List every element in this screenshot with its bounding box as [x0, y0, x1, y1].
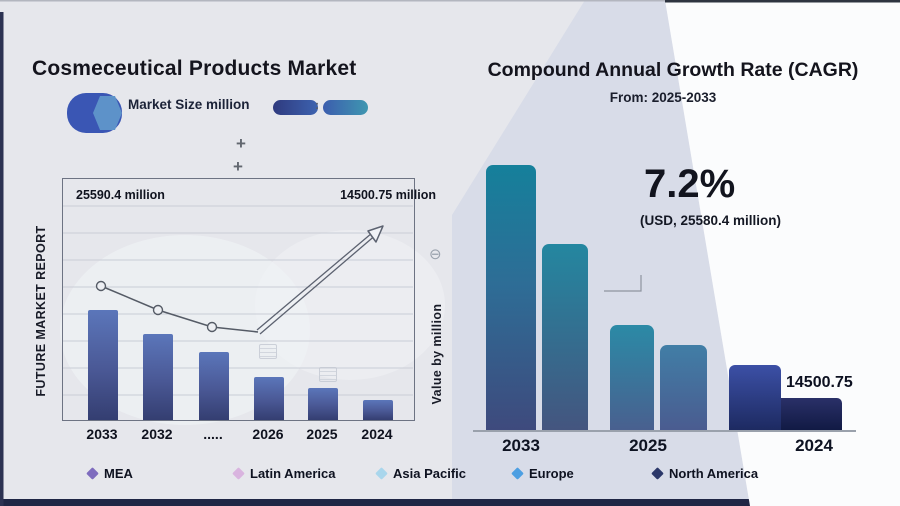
minus-circle-icon: ⊖ [429, 246, 442, 263]
x-label: 2026 [252, 426, 284, 442]
cagr-bar-2024-b [781, 398, 842, 430]
series-label: Market Size million [128, 97, 250, 112]
start-value-label: 25590.4 million [76, 188, 165, 202]
gradient-pill-right [323, 100, 368, 115]
plus-icon: + [236, 134, 246, 153]
legend-label-europe: Europe [529, 466, 574, 481]
x-label: 2033 [502, 436, 540, 455]
gradient-pill-left [273, 100, 318, 115]
right-chart-title: Compound Annual Growth Rate (CAGR) [487, 59, 859, 81]
bar-mid [199, 352, 229, 420]
cagr-bar-2033-a [486, 165, 536, 430]
database-cylinder-icon [67, 93, 122, 133]
x-label: 2032 [141, 426, 173, 442]
x-label: 2024 [795, 436, 833, 455]
end-value-label: 14500.75 million [340, 188, 436, 202]
cagr-bar-2025-a [610, 325, 654, 430]
market-size-chart-panel: 25590.4 million 14500.75 million [62, 178, 436, 421]
right-chart-axis-line [473, 430, 856, 432]
cagr-bar-2033-b [542, 244, 588, 430]
plus-icon: + [233, 157, 243, 176]
bar-2025 [308, 388, 338, 420]
legend-label-north-america: North America [669, 466, 759, 481]
x-label: 2033 [86, 426, 118, 442]
x-label: 2025 [306, 426, 338, 442]
x-label: 2024 [361, 426, 393, 442]
faint-table-icon [259, 344, 277, 359]
cagr-note: (USD, 25580.4 million) [640, 213, 782, 228]
bar-2032 [143, 334, 173, 420]
bar-2024 [363, 400, 393, 420]
right-chart-value-annotation: 14500.75 [786, 374, 853, 391]
left-chart-title: Cosmeceutical Products Market [32, 57, 357, 80]
value-axis-label: Value by million [430, 303, 444, 405]
pill-colon: : [315, 98, 319, 112]
legend-label-latin-america: Latin America [250, 466, 336, 481]
left-watermark-vertical-label: FUTURE MARKET REPORT [34, 225, 48, 397]
faint-table-icon [319, 367, 337, 382]
bar-2033 [88, 310, 118, 420]
bar-2026 [254, 377, 284, 420]
cagr-bar-2025-b [660, 345, 707, 430]
cagr-value: 7.2% [644, 162, 736, 206]
legend-label-asia-pacific: Asia Pacific [393, 466, 466, 481]
legend-label-mea: MEA [104, 466, 133, 481]
x-label: ..... [203, 426, 223, 442]
x-label: 2025 [629, 436, 667, 455]
cagr-bar-2024-a [729, 365, 781, 430]
right-chart-subtitle: From: 2025-2033 [609, 90, 717, 105]
step-annotation [604, 275, 642, 292]
